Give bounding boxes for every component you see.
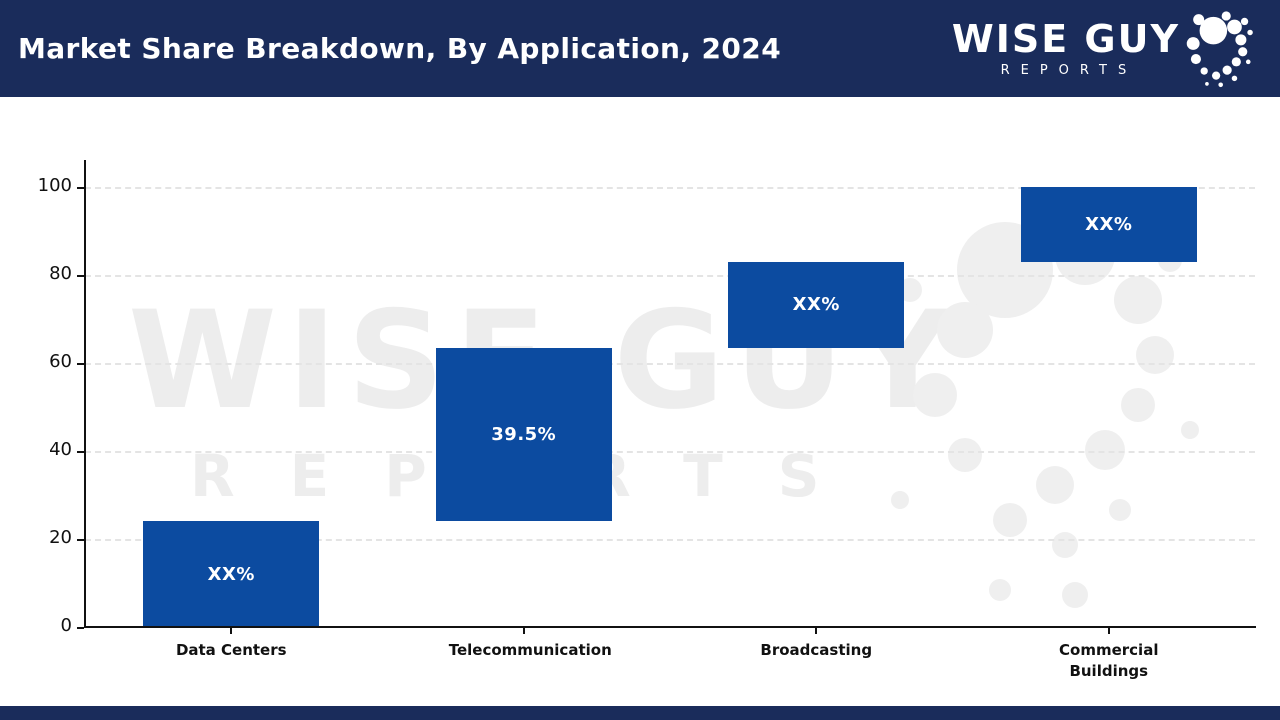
y-tick-label-0: 0 <box>60 615 72 636</box>
logo-reports-text: REPORTS <box>1000 62 1138 78</box>
gridline-40 <box>85 451 1255 453</box>
y-tick-label-40: 40 <box>49 439 72 460</box>
y-tick-mark-100 <box>77 187 84 189</box>
x-tick-mark-data-centers <box>230 628 233 634</box>
y-tick-mark-60 <box>77 363 84 365</box>
bar-data-centers: XX% <box>143 521 320 627</box>
bar-telecommunication: 39.5% <box>435 347 612 522</box>
y-tick-mark-80 <box>77 275 84 277</box>
gridline-80 <box>85 275 1255 277</box>
gridline-20 <box>85 539 1255 541</box>
bar-broadcasting: XX% <box>728 261 905 348</box>
wise-guy-logo: WISE GUY REPORTS <box>952 7 1262 91</box>
x-tick-mark-telecommunication <box>522 628 525 634</box>
y-tick-label-60: 60 <box>49 351 72 372</box>
gridline-100 <box>85 187 1255 189</box>
x-category-label-commercial-buildings: Commercial Buildings <box>1059 641 1159 680</box>
chart-title: Market Share Breakdown, By Application, … <box>18 32 782 65</box>
gridline-60 <box>85 363 1255 365</box>
bar-value-label-telecommunication: 39.5% <box>491 423 557 445</box>
logo-wiseguy-text: WISE GUY <box>951 16 1180 61</box>
logo-text: WISE GUY REPORTS <box>952 20 1180 78</box>
bar-value-label-broadcasting: XX% <box>792 294 840 316</box>
y-axis-line <box>84 160 86 628</box>
x-tick-mark-broadcasting <box>815 628 818 634</box>
y-tick-mark-20 <box>77 539 84 541</box>
y-tick-label-100: 100 <box>37 175 72 196</box>
bar-value-label-data-centers: XX% <box>207 563 255 585</box>
header-bar: Market Share Breakdown, By Application, … <box>0 0 1280 97</box>
y-tick-mark-0 <box>77 627 84 629</box>
x-category-label-broadcasting: Broadcasting <box>760 641 873 659</box>
x-tick-mark-commercial-buildings <box>1107 628 1110 634</box>
bar-commercial-buildings: XX% <box>1020 187 1197 262</box>
x-category-label-telecommunication: Telecommunication <box>448 641 612 659</box>
x-category-label-data-centers: Data Centers <box>175 641 287 659</box>
plot-area: XX% 39.5% XX% XX% <box>85 140 1255 627</box>
y-tick-mark-40 <box>77 451 84 453</box>
x-axis-line <box>84 626 1256 628</box>
y-tick-label-80: 80 <box>49 263 72 284</box>
footer-bar <box>0 706 1280 720</box>
logo-head-icon <box>1186 10 1253 87</box>
bar-value-label-commercial-buildings: XX% <box>1085 213 1133 235</box>
y-tick-label-20: 20 <box>49 527 72 548</box>
